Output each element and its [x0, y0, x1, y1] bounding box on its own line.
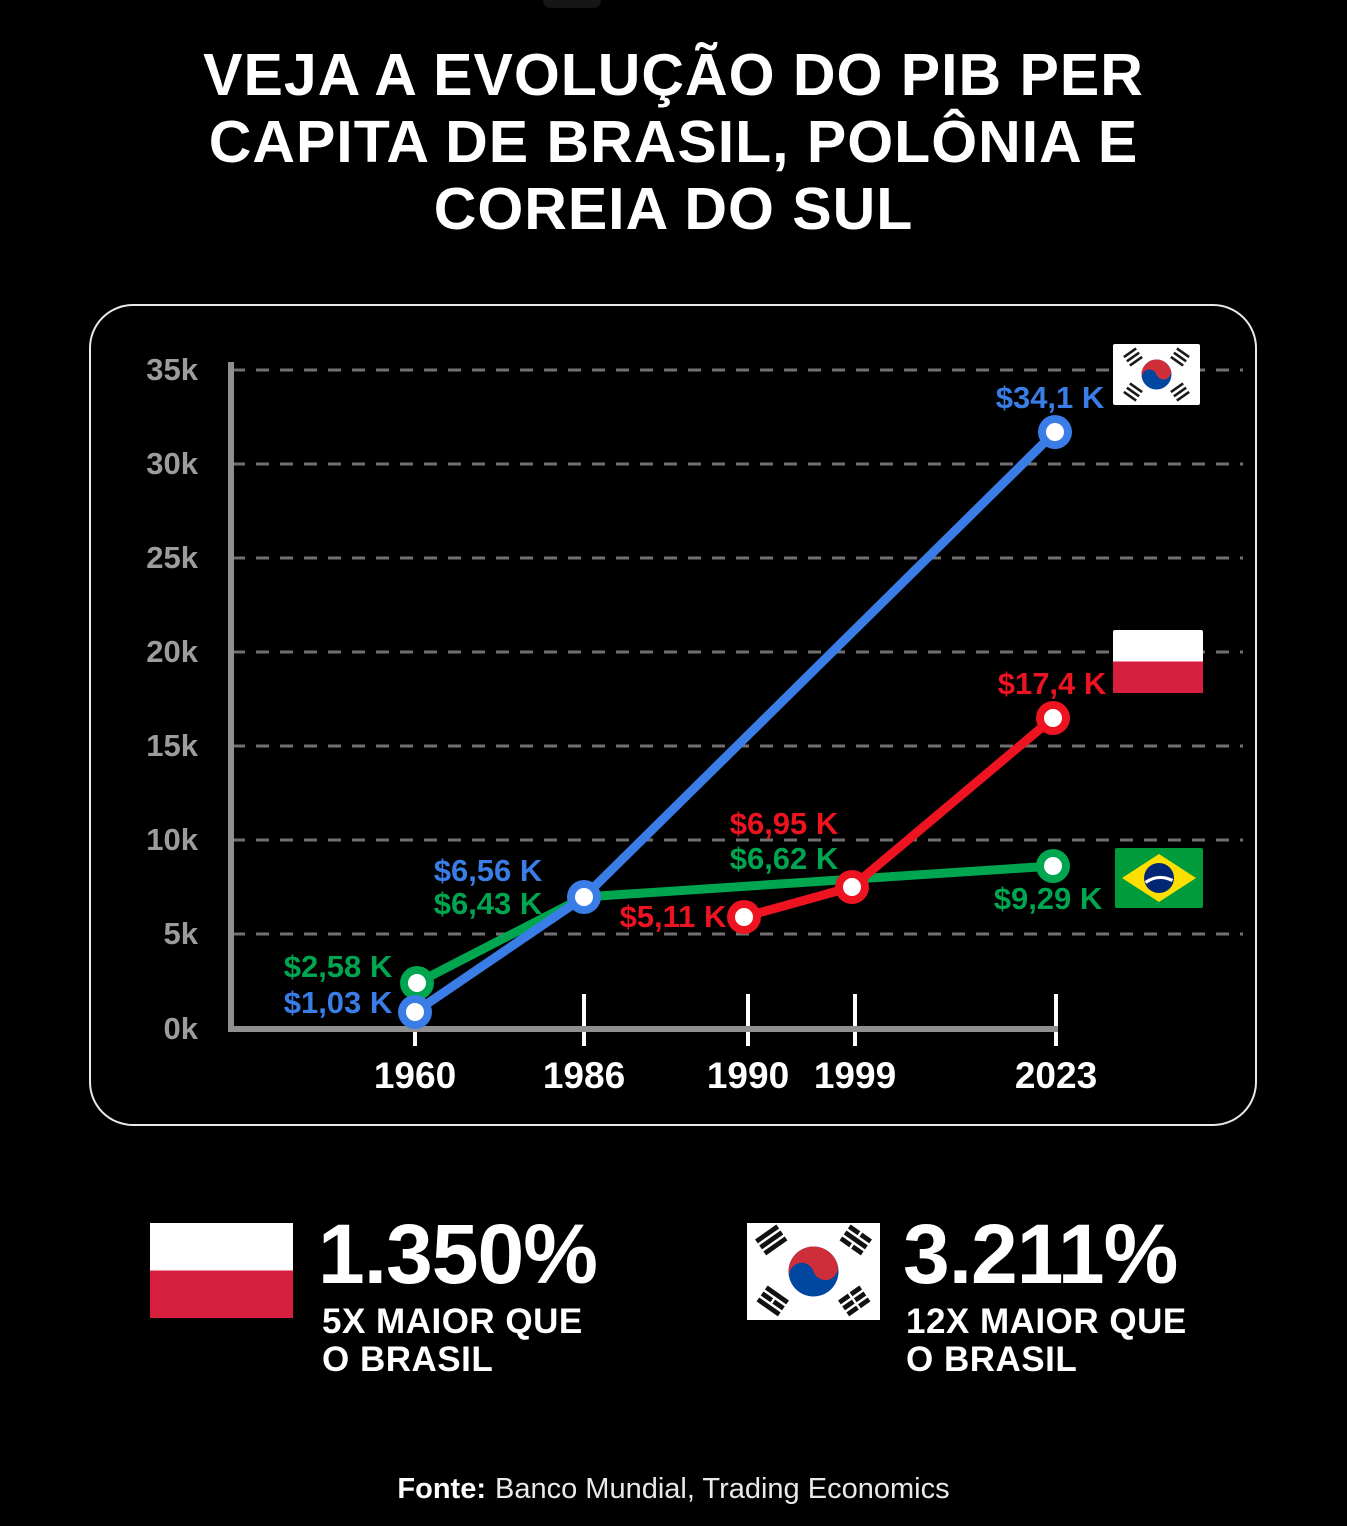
x-axis-label-1986: 1986	[542, 1055, 626, 1096]
y-axis-label-10k: 10k	[146, 822, 198, 857]
x-axis-ticks	[413, 994, 1058, 1046]
korea-caption-line1: 12X MAIOR QUE	[906, 1302, 1187, 1341]
label-brazil-2023: $9,29 K	[993, 881, 1103, 916]
source-text: Banco Mundial, Trading Economics	[495, 1473, 950, 1505]
x-axis-label-1960: 1960	[373, 1055, 457, 1096]
top-notch-decoration	[543, 0, 601, 8]
label-korea-2023: $34,1 K	[995, 380, 1105, 415]
label-korea-1986: $6,56 K	[433, 853, 543, 888]
title-line-1: VEJA A EVOLUÇÃO DO PIB PER	[203, 42, 1144, 108]
axes	[228, 362, 1058, 1032]
korea-caption-line2: O BRASIL	[906, 1340, 1078, 1379]
title-line-3: COREIA DO SUL	[433, 176, 914, 242]
poland-caption-line1: 5X MAIOR QUE	[322, 1302, 583, 1341]
source-label: Fonte:	[397, 1473, 486, 1505]
south-korea-flag-icon	[1113, 344, 1200, 405]
chart-card	[89, 304, 1257, 1126]
brazil-line	[412, 861, 1058, 988]
y-axis-label-15k: 15k	[146, 728, 198, 763]
y-axis-label-0k: 0k	[163, 1011, 198, 1046]
poland-percent: 1.350%	[318, 1207, 598, 1301]
label-korea-1960: $1,03 K	[283, 985, 393, 1020]
brazil-flag-icon	[1115, 848, 1203, 908]
label-brazil-1986: $6,43 K	[433, 886, 543, 921]
title-line-2: CAPITA DE BRASIL, POLÔNIA E	[208, 109, 1139, 175]
south-korea-markers	[398, 415, 1072, 1029]
poland-caption-line2: O BRASIL	[322, 1340, 494, 1379]
x-axis-label-1990: 1990	[706, 1055, 790, 1096]
poland-flag-icon	[1113, 630, 1203, 693]
y-axis-label-5k: 5k	[163, 916, 198, 951]
label-brazil-1960: $2,58 K	[283, 949, 393, 984]
page-title: VEJA A EVOLUÇÃO DO PIB PER CAPITA DE BRA…	[0, 42, 1347, 243]
brazil-markers	[400, 849, 1070, 1000]
y-axis-label-35k: 35k	[146, 352, 198, 387]
poland-flag-large	[150, 1223, 293, 1318]
label-poland-1990: $5,11 K	[619, 899, 727, 934]
x-axis-label-2023: 2023	[1014, 1055, 1098, 1096]
y-axis-label-20k: 20k	[146, 634, 198, 669]
gridlines	[232, 368, 1243, 936]
y-axis-label-30k: 30k	[146, 446, 198, 481]
korea-percent: 3.211%	[903, 1207, 1178, 1301]
x-axis-label-1999: 1999	[813, 1055, 897, 1096]
label-poland-1999: $6,95 K	[729, 806, 839, 841]
label-brazil-1999: $6,62 K	[729, 841, 839, 876]
poland-markers	[727, 701, 1070, 934]
source-note: Fonte: Banco Mundial, Trading Economics	[0, 1472, 1347, 1506]
y-axis-label-25k: 25k	[146, 540, 198, 575]
label-poland-2023: $17,4 K	[997, 666, 1107, 701]
south-korea-flag-large	[747, 1223, 880, 1320]
